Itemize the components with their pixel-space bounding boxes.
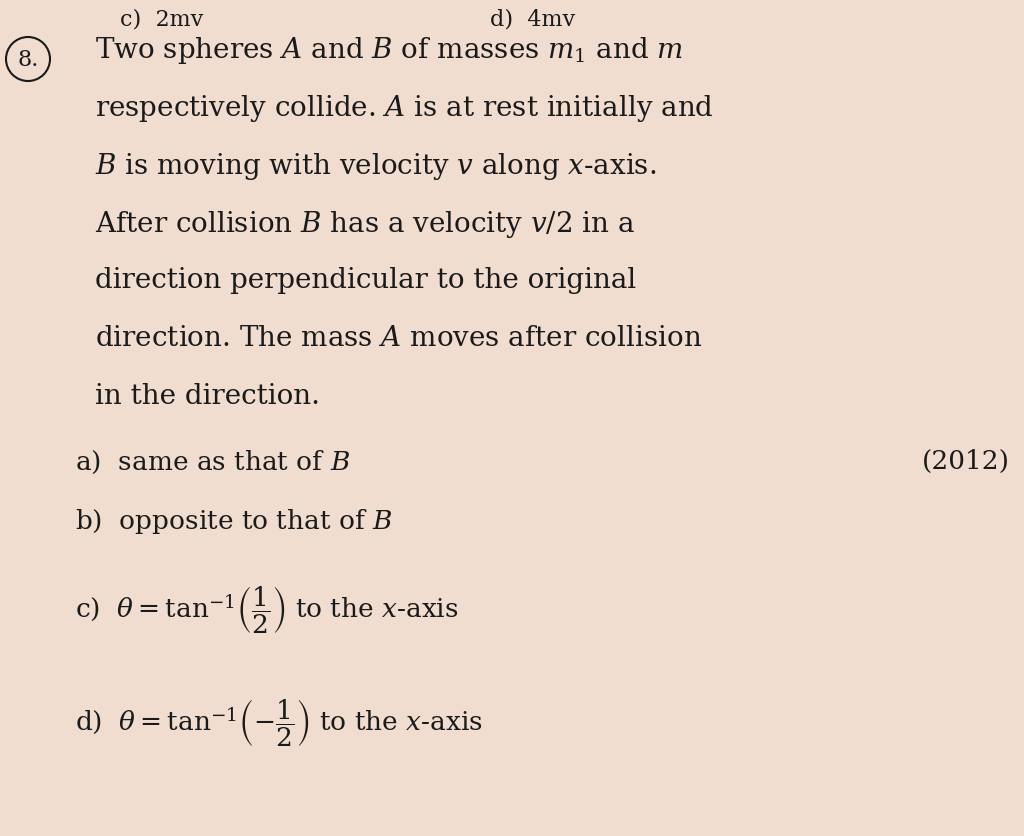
Text: a)  same as that of $B$: a) same as that of $B$ (75, 448, 350, 476)
Text: respectively collide. $A$ is at rest initially and: respectively collide. $A$ is at rest ini… (95, 93, 714, 124)
Text: direction perpendicular to the original: direction perpendicular to the original (95, 267, 636, 293)
Text: direction. The mass $A$ moves after collision: direction. The mass $A$ moves after coll… (95, 324, 702, 352)
Text: d)  4mv: d) 4mv (490, 8, 575, 30)
Text: c)  $\theta = \tan^{-1}\!\left(\dfrac{1}{2}\right)$ to the $x$-axis: c) $\theta = \tan^{-1}\!\left(\dfrac{1}{… (75, 584, 459, 635)
Text: d)  $\theta = \tan^{-1}\!\left(-\dfrac{1}{2}\right)$ to the $x$-axis: d) $\theta = \tan^{-1}\!\left(-\dfrac{1}… (75, 697, 482, 748)
Text: c)  2mv: c) 2mv (120, 8, 204, 30)
Text: Two spheres $A$ and $B$ of masses $m_1$ and $m$: Two spheres $A$ and $B$ of masses $m_1$ … (95, 35, 683, 66)
Text: (2012): (2012) (922, 448, 1010, 473)
Text: $B$ is moving with velocity $v$ along $x$-axis.: $B$ is moving with velocity $v$ along $x… (95, 150, 656, 181)
Text: b)  opposite to that of $B$: b) opposite to that of $B$ (75, 507, 392, 535)
Text: After collision $B$ has a velocity $v/2$ in a: After collision $B$ has a velocity $v/2$… (95, 209, 635, 240)
Text: in the direction.: in the direction. (95, 383, 321, 410)
Text: 8.: 8. (17, 49, 39, 71)
